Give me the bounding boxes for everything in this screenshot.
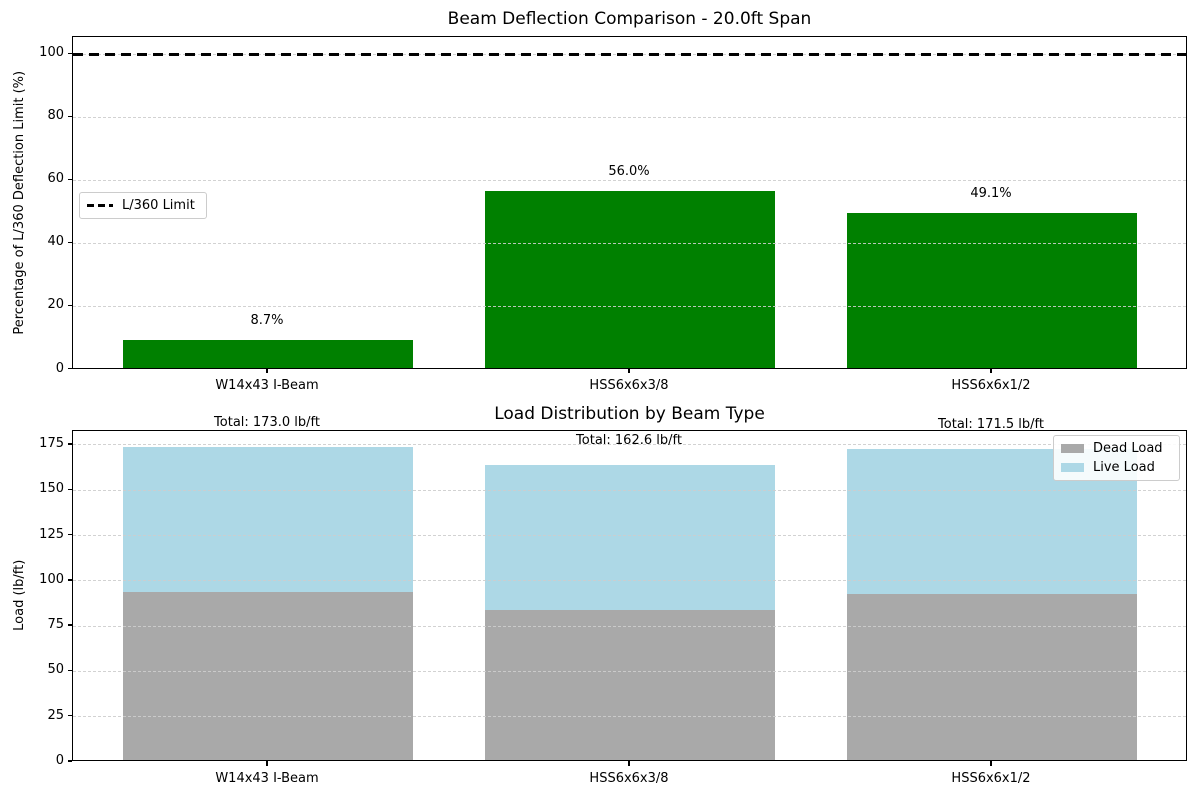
y-tick-label: 80 [47,108,64,124]
gridline [73,242,1186,244]
y-tick-mark [67,715,72,717]
bar [485,191,775,368]
x-tick-label: HSS6x6x1/2 [951,377,1031,393]
y-tick-label: 20 [47,297,64,313]
x-tick-label: HSS6x6x3/8 [589,771,669,786]
bar [123,340,413,368]
gridline [73,580,1186,582]
y-tick-mark [67,443,72,445]
legend-item: Live Load [1061,458,1172,477]
y-tick-mark [67,669,72,672]
x-tick-mark [266,761,268,766]
y-tick-label: 100 [39,45,64,61]
y-tick-label: 25 [47,707,64,723]
legend-label: Live Load [1093,460,1155,475]
plot-area [72,36,1187,369]
gridline [73,489,1186,491]
total-label: Total: 162.6 lb/ft [576,433,682,449]
gridline [73,179,1186,181]
x-tick-mark [266,368,268,373]
bar-segment [123,591,413,760]
gridline [73,305,1186,307]
x-tick-mark [628,368,630,373]
y-tick-mark [67,241,72,244]
legend: Dead Load Live Load [1053,435,1180,481]
y-tick-label: 60 [47,171,64,187]
x-tick-label: W14x43 I-Beam [215,377,319,393]
y-tick-label: 0 [55,753,64,768]
gridline [73,625,1186,627]
legend-color-swatch [1061,444,1084,453]
value-label: 49.1% [970,186,1012,202]
legend-item: L/360 Limit [87,196,199,215]
gridline [73,670,1186,672]
y-tick-mark [67,579,72,581]
y-tick-label: 175 [39,435,64,451]
legend-dashed-line-swatch [87,204,113,207]
bar-segment [123,446,413,592]
x-tick-label: W14x43 I-Beam [215,771,319,786]
y-tick-mark [67,488,72,490]
legend-label: L/360 Limit [122,198,195,213]
y-tick-label: 40 [47,234,64,250]
y-tick-label: 125 [39,526,64,542]
y-tick-label: 0 [55,360,64,376]
bar-segment [485,610,775,760]
x-tick-label: HSS6x6x3/8 [589,377,669,393]
y-tick-mark [67,367,72,370]
y-tick-label: 150 [39,481,64,497]
y-tick-label: 50 [47,662,64,678]
bar [847,212,1137,368]
legend-item: Dead Load [1061,439,1172,458]
plot-area [72,429,1187,761]
y-axis-label: Percentage of L/360 Deflection Limit (%) [12,70,27,335]
y-tick-mark [67,533,72,536]
y-tick-mark [67,760,72,762]
legend: L/360 Limit [79,192,207,219]
legend-color-swatch [1061,463,1084,472]
y-tick-mark [67,304,72,307]
bar-segment [485,465,775,611]
x-tick-mark [990,761,992,766]
y-tick-label: 75 [47,617,64,633]
legend-label: Dead Load [1093,441,1163,456]
y-tick-mark [67,624,72,626]
x-tick-mark [990,368,992,373]
y-tick-label: 100 [39,571,64,587]
gridline [73,444,1186,446]
y-tick-mark [67,52,72,55]
limit-line [73,52,1186,56]
y-tick-mark [67,178,72,181]
gridline [73,116,1186,118]
value-label: 56.0% [608,164,650,180]
value-label: 8.7% [250,313,284,329]
y-tick-mark [67,115,72,118]
chart-title: Load Distribution by Beam Type [494,404,765,424]
chart-title: Beam Deflection Comparison - 20.0ft Span [447,9,812,29]
bar-segment [847,594,1137,760]
gridline [73,716,1186,718]
x-tick-label: HSS6x6x1/2 [951,771,1031,786]
gridline [73,534,1186,536]
x-tick-mark [628,761,630,766]
total-label: Total: 173.0 lb/ft [214,414,320,430]
total-label: Total: 171.5 lb/ft [938,417,1044,433]
